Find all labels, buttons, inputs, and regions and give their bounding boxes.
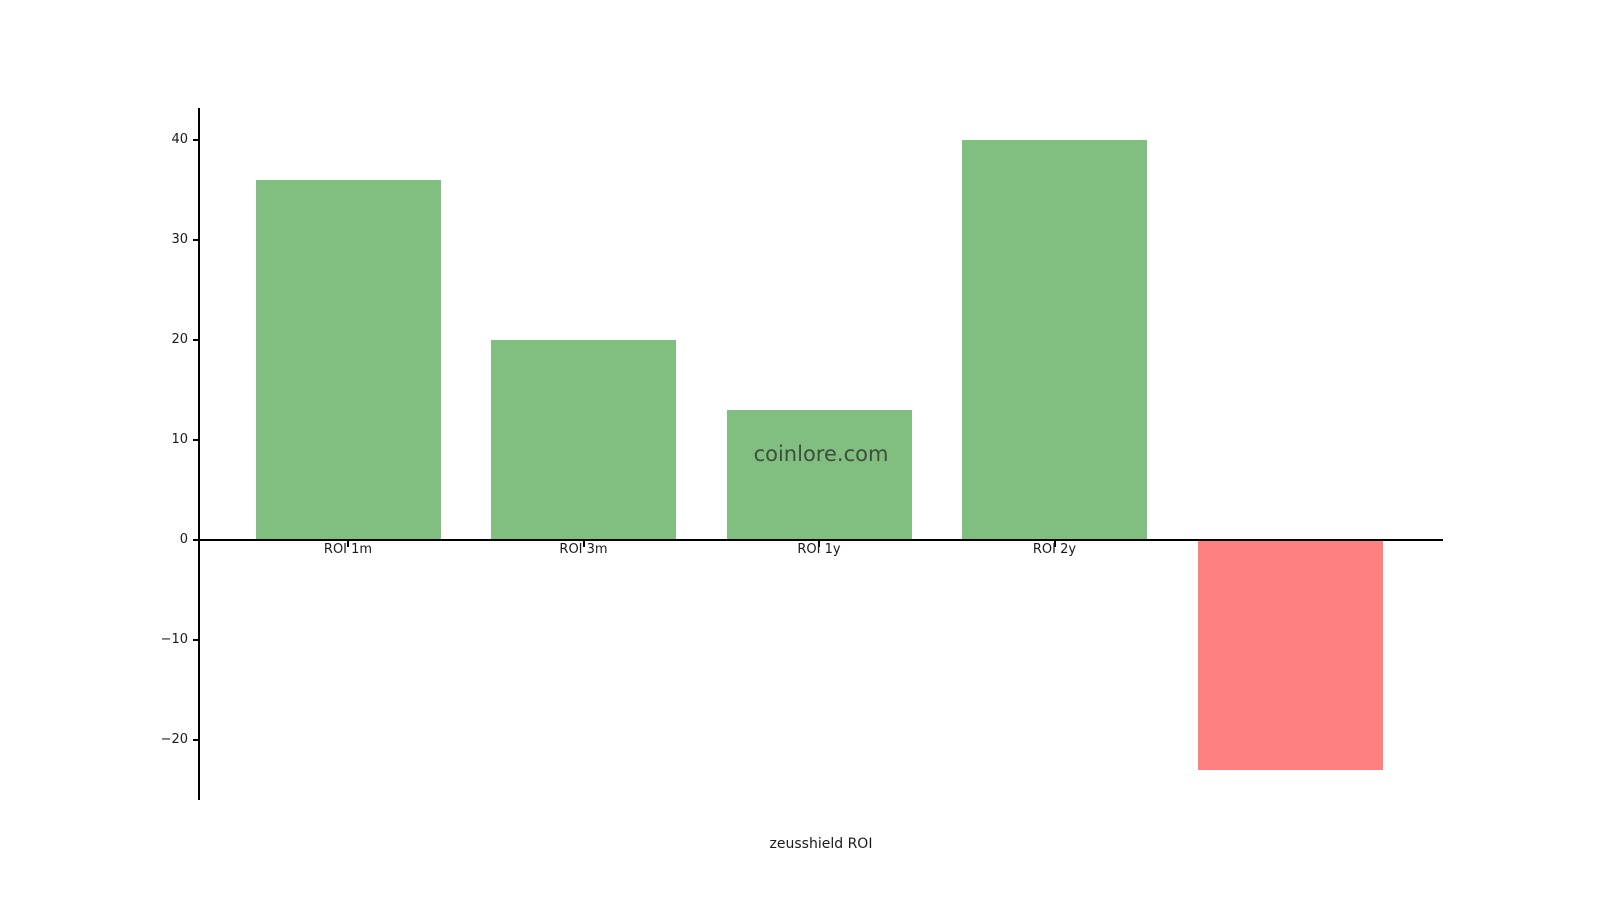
bar-roi-1m — [255, 180, 441, 540]
x-tick — [582, 540, 585, 547]
x-tick — [1053, 540, 1056, 547]
bar-roi-1y — [726, 410, 912, 540]
x-tick — [818, 540, 820, 547]
y-axis-line — [198, 108, 200, 800]
y-tick — [193, 339, 199, 341]
y-tick-label: 0 — [179, 532, 188, 547]
x-tick-label: ROI 2y — [1032, 542, 1077, 557]
y-tick — [193, 539, 199, 541]
y-tick — [193, 739, 199, 741]
bar-roi-2y — [962, 140, 1147, 540]
bar-roi-3m — [491, 340, 676, 540]
y-tick — [193, 639, 199, 641]
y-tick — [193, 139, 199, 141]
x-axis-line — [199, 539, 1443, 541]
x-tick-label: ROI 1m — [323, 542, 373, 557]
y-tick-label: 40 — [171, 132, 188, 147]
y-tick — [193, 439, 199, 441]
y-tick-label: 20 — [171, 332, 188, 347]
y-tick-label: −20 — [160, 732, 188, 747]
watermark-text: coinlore.com — [753, 442, 889, 466]
y-tick-label: 30 — [171, 232, 188, 247]
y-tick — [193, 239, 199, 241]
x-tick-label: ROI 1y — [797, 542, 841, 557]
y-tick-label: 10 — [171, 432, 188, 447]
x-axis-title: zeusshield ROI — [769, 836, 873, 852]
x-tick-label: ROI 3m — [559, 542, 608, 557]
x-tick — [347, 540, 349, 547]
y-tick-label: −10 — [160, 632, 188, 647]
bar-unlabeled — [1197, 540, 1383, 770]
